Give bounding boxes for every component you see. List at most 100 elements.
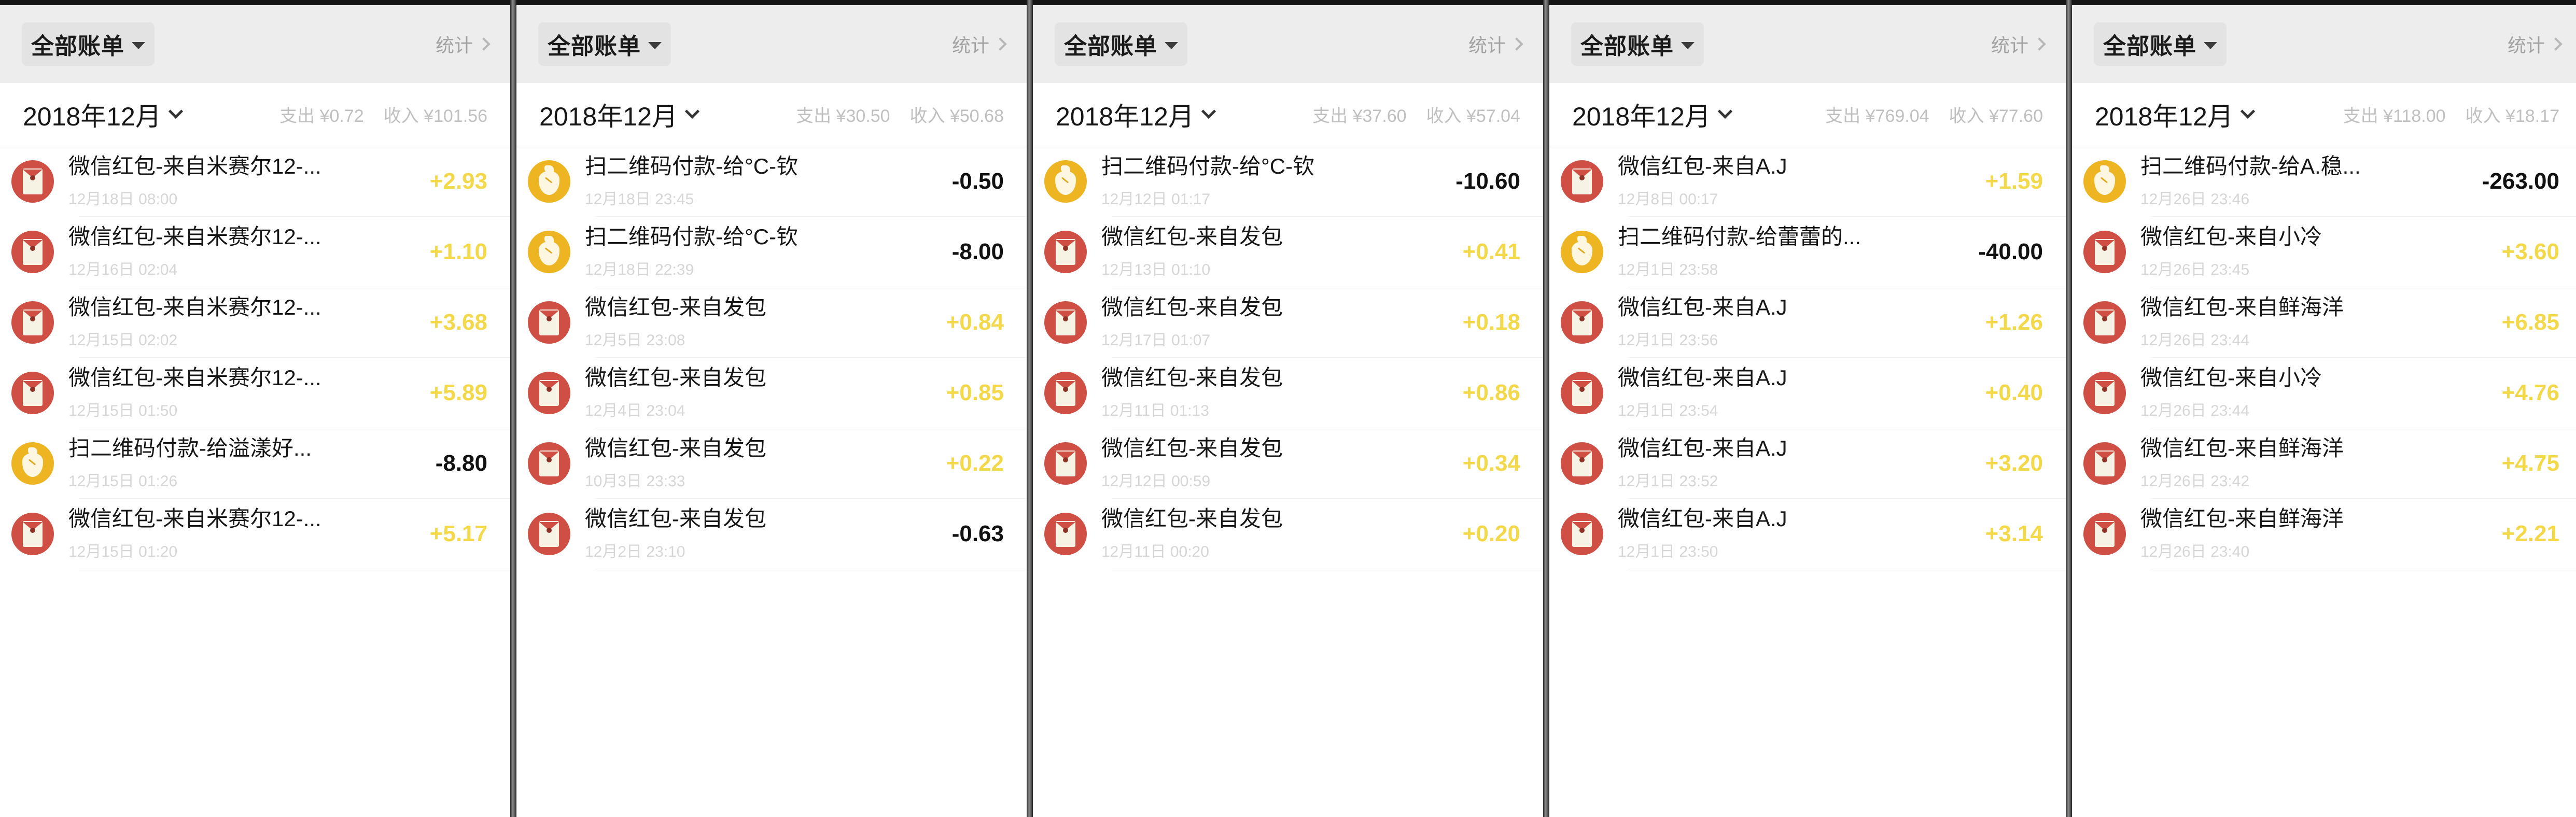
bill-filter-button[interactable]: 全部账单 xyxy=(1571,22,1704,66)
month-selector[interactable]: 2018年12月 xyxy=(539,96,700,133)
bill-filter-button[interactable]: 全部账单 xyxy=(538,22,671,66)
redpacket-icon xyxy=(1561,301,1603,344)
transaction-body: 扫二维码付款-给A.稳... 12月26日 23:46 xyxy=(2140,154,2469,209)
moneybag-icon xyxy=(528,231,570,273)
month-label-text: 2018年12月 xyxy=(539,102,678,131)
income-total: 收入 ¥18.17 xyxy=(2465,106,2559,126)
transaction-row[interactable]: 微信红包-来自发包 10月3日 23:33 +0.22 xyxy=(516,428,1027,499)
nav-bar: 全部账单 统计 xyxy=(1033,5,1543,83)
transaction-row[interactable]: 微信红包-来自A.J 12月1日 23:52 +3.20 xyxy=(1549,428,2066,499)
transaction-title: 扫二维码付款-给溢漾好... xyxy=(68,435,312,460)
transaction-amount: +0.86 xyxy=(1462,380,1520,405)
statistics-label: 统计 xyxy=(951,35,989,56)
chevron-down-icon xyxy=(132,42,145,49)
transaction-row[interactable]: 微信红包-来自发包 12月4日 23:04 +0.85 xyxy=(516,358,1027,428)
transaction-body: 微信红包-来自A.J 12月1日 23:54 xyxy=(1618,365,1972,420)
transaction-row[interactable]: 扫二维码付款-给A.稳... 12月26日 23:46 -263.00 xyxy=(2072,146,2576,217)
transaction-row[interactable]: 扫二维码付款-给°C-钦 12月18日 22:39 -8.00 xyxy=(516,217,1027,287)
transaction-title: 扫二维码付款-给°C-钦 xyxy=(1101,153,1315,178)
transaction-row[interactable]: 微信红包-来自A.J 12月1日 23:54 +0.40 xyxy=(1549,358,2066,428)
bill-filter-button[interactable]: 全部账单 xyxy=(1055,22,1187,66)
transaction-row[interactable]: 微信红包-来自A.J 12月1日 23:50 +3.14 xyxy=(1549,499,2066,569)
transaction-row[interactable]: 扫二维码付款-给°C-钦 12月18日 23:45 -0.50 xyxy=(516,146,1027,217)
transaction-amount: -263.00 xyxy=(2482,168,2559,194)
transaction-time: 10月3日 23:33 xyxy=(585,473,685,490)
transaction-row[interactable]: 微信红包-来自发包 12月11日 00:20 +0.20 xyxy=(1033,499,1543,569)
transaction-row[interactable]: 微信红包-来自发包 12月17日 01:07 +0.18 xyxy=(1033,287,1543,358)
transaction-time: 12月16日 02:04 xyxy=(68,261,178,279)
transaction-row[interactable]: 微信红包-来自鲜海洋 12月26日 23:44 +6.85 xyxy=(2072,287,2576,358)
transaction-title: 扫二维码付款-给蕾蕾的... xyxy=(1618,224,1861,249)
envelope-shape xyxy=(2095,450,2115,476)
transaction-time: 12月12日 00:59 xyxy=(1101,473,1211,490)
transaction-row[interactable]: 微信红包-来自米赛尔12-... 12月15日 02:02 +3.68 xyxy=(0,287,510,358)
statistics-link[interactable]: 统计 xyxy=(1468,31,1523,58)
transaction-row[interactable]: 微信红包-来自A.J 12月8日 00:17 +1.59 xyxy=(1549,146,2066,217)
transaction-row[interactable]: 微信红包-来自小冷 12月26日 23:45 +3.60 xyxy=(2072,217,2576,287)
transaction-row[interactable]: 微信红包-来自米赛尔12-... 12月15日 01:50 +5.89 xyxy=(0,358,510,428)
statistics-link[interactable]: 统计 xyxy=(1991,31,2046,58)
month-selector[interactable]: 2018年12月 xyxy=(1056,96,1216,133)
transaction-amount: +0.84 xyxy=(946,309,1004,335)
transaction-time: 12月18日 22:39 xyxy=(585,261,694,279)
month-selector[interactable]: 2018年12月 xyxy=(1572,96,1733,133)
transaction-row[interactable]: 扫二维码付款-给溢漾好... 12月15日 01:26 -8.80 xyxy=(0,428,510,499)
transaction-body: 微信红包-来自发包 12月2日 23:10 xyxy=(585,506,939,561)
envelope-shape xyxy=(1056,380,1075,406)
status-bar xyxy=(1033,0,1543,5)
transaction-amount: +0.18 xyxy=(1462,309,1520,335)
month-label-text: 2018年12月 xyxy=(2095,102,2233,131)
panel-divider xyxy=(1543,0,1549,817)
transaction-title: 微信红包-来自米赛尔12-... xyxy=(68,365,321,390)
transaction-row[interactable]: 微信红包-来自发包 12月5日 23:08 +0.84 xyxy=(516,287,1027,358)
transaction-body: 微信红包-来自米赛尔12-... 12月15日 01:50 xyxy=(68,365,416,420)
bill-filter-button[interactable]: 全部账单 xyxy=(22,22,155,66)
transaction-row[interactable]: 扫二维码付款-给°C-钦 12月12日 01:17 -10.60 xyxy=(1033,146,1543,217)
transaction-row[interactable]: 微信红包-来自鲜海洋 12月26日 23:42 +4.75 xyxy=(2072,428,2576,499)
transaction-row[interactable]: 微信红包-来自发包 12月2日 23:10 -0.63 xyxy=(516,499,1027,569)
transaction-row[interactable]: 微信红包-来自鲜海洋 12月26日 23:40 +2.21 xyxy=(2072,499,2576,569)
envelope-shape xyxy=(23,168,43,194)
transaction-row[interactable]: 微信红包-来自米赛尔12-... 12月16日 02:04 +1.10 xyxy=(0,217,510,287)
month-selector[interactable]: 2018年12月 xyxy=(2095,96,2256,133)
bill-panel: 全部账单 统计 2018年12月 支出 ¥769.04 收入 ¥77.60 微信红包-来自… xyxy=(1549,0,2066,817)
income-total: 收入 ¥101.56 xyxy=(383,106,487,126)
transaction-row[interactable]: 微信红包-来自米赛尔12-... 12月15日 01:20 +5.17 xyxy=(0,499,510,569)
status-bar xyxy=(0,0,510,5)
transaction-row[interactable]: 扫二维码付款-给蕾蕾的... 12月1日 23:58 -40.00 xyxy=(1549,217,2066,287)
transaction-body: 微信红包-来自米赛尔12-... 12月18日 08:00 xyxy=(68,154,416,209)
transaction-amount: -10.60 xyxy=(1455,168,1520,194)
expense-total: 支出 ¥30.50 xyxy=(796,106,890,126)
transaction-row[interactable]: 微信红包-来自发包 12月13日 01:10 +0.41 xyxy=(1033,217,1543,287)
transaction-row[interactable]: 微信红包-来自发包 12月12日 00:59 +0.34 xyxy=(1033,428,1543,499)
transaction-time: 12月5日 23:08 xyxy=(585,332,685,349)
transaction-amount: +0.22 xyxy=(946,450,1004,476)
chevron-right-icon xyxy=(2549,37,2563,51)
transaction-title: 微信红包-来自鲜海洋 xyxy=(2140,294,2344,319)
statistics-link[interactable]: 统计 xyxy=(436,31,491,58)
transaction-body: 微信红包-来自A.J 12月1日 23:56 xyxy=(1618,295,1972,350)
transaction-row[interactable]: 微信红包-来自米赛尔12-... 12月18日 08:00 +2.93 xyxy=(0,146,510,217)
transaction-row[interactable]: 微信红包-来自发包 12月11日 01:13 +0.86 xyxy=(1033,358,1543,428)
envelope-shape xyxy=(539,380,559,406)
statistics-link[interactable]: 统计 xyxy=(2508,31,2563,58)
redpacket-icon xyxy=(2083,372,2126,414)
income-total: 收入 ¥57.04 xyxy=(1426,106,1520,126)
transaction-title: 微信红包-来自发包 xyxy=(1101,506,1283,531)
chevron-right-icon xyxy=(477,37,491,51)
transaction-amount: -8.00 xyxy=(951,239,1004,264)
bill-filter-button[interactable]: 全部账单 xyxy=(2094,22,2227,66)
transaction-time: 12月11日 01:13 xyxy=(1101,402,1209,420)
transaction-time: 12月12日 01:17 xyxy=(1101,191,1211,208)
transaction-time: 12月1日 23:54 xyxy=(1618,402,1718,420)
transaction-time: 12月13日 01:10 xyxy=(1101,261,1211,279)
statistics-link[interactable]: 统计 xyxy=(951,31,1007,58)
redpacket-icon xyxy=(11,372,54,414)
transaction-row[interactable]: 微信红包-来自小冷 12月26日 23:44 +4.76 xyxy=(2072,358,2576,428)
month-selector[interactable]: 2018年12月 xyxy=(23,96,184,133)
nav-title: 全部账单 xyxy=(2103,34,2196,59)
transaction-title: 微信红包-来自发包 xyxy=(585,294,766,319)
transaction-title: 微信红包-来自鲜海洋 xyxy=(2140,435,2344,460)
expense-total: 支出 ¥0.72 xyxy=(279,106,364,126)
transaction-row[interactable]: 微信红包-来自A.J 12月1日 23:56 +1.26 xyxy=(1549,287,2066,358)
